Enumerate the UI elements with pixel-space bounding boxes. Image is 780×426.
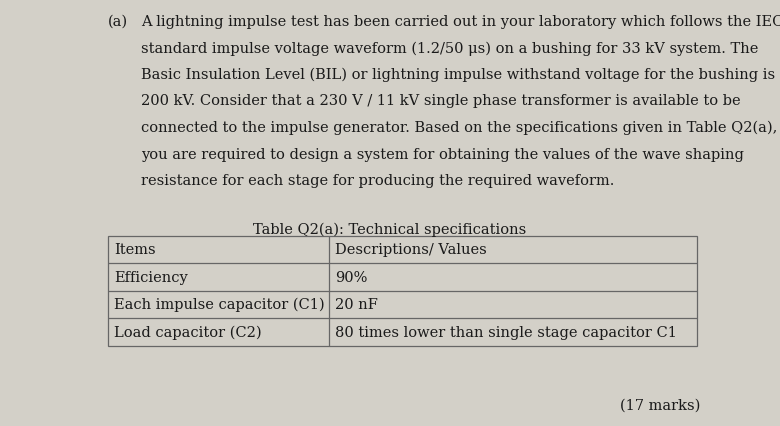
Text: resistance for each stage for producing the required waveform.: resistance for each stage for producing … — [141, 173, 615, 187]
Text: you are required to design a system for obtaining the values of the wave shaping: you are required to design a system for … — [141, 147, 744, 161]
Text: 90%: 90% — [335, 270, 367, 284]
Text: Each impulse capacitor (C1): Each impulse capacitor (C1) — [114, 297, 324, 312]
Text: Basic Insulation Level (BIL) or lightning impulse withstand voltage for the bush: Basic Insulation Level (BIL) or lightnin… — [141, 68, 775, 82]
Bar — [108, 236, 697, 345]
Text: Descriptions/ Values: Descriptions/ Values — [335, 243, 487, 256]
Text: 200 kV. Consider that a 230 V / 11 kV single phase transformer is available to b: 200 kV. Consider that a 230 V / 11 kV si… — [141, 94, 741, 108]
Text: 80 times lower than single stage capacitor C1: 80 times lower than single stage capacit… — [335, 325, 677, 339]
Text: standard impulse voltage waveform (1.2/50 μs) on a bushing for 33 kV system. The: standard impulse voltage waveform (1.2/5… — [141, 41, 758, 56]
Text: Table Q2(a): Technical specifications: Table Q2(a): Technical specifications — [254, 222, 526, 236]
Text: connected to the impulse generator. Based on the specifications given in Table Q: connected to the impulse generator. Base… — [141, 121, 778, 135]
Text: Items: Items — [114, 243, 156, 256]
Text: 20 nF: 20 nF — [335, 297, 378, 311]
Text: Load capacitor (C2): Load capacitor (C2) — [114, 325, 261, 339]
Text: Efficiency: Efficiency — [114, 270, 188, 284]
Text: A lightning impulse test has been carried out in your laboratory which follows t: A lightning impulse test has been carrie… — [141, 15, 780, 29]
Text: (17 marks): (17 marks) — [619, 398, 700, 412]
Text: (a): (a) — [108, 15, 128, 29]
